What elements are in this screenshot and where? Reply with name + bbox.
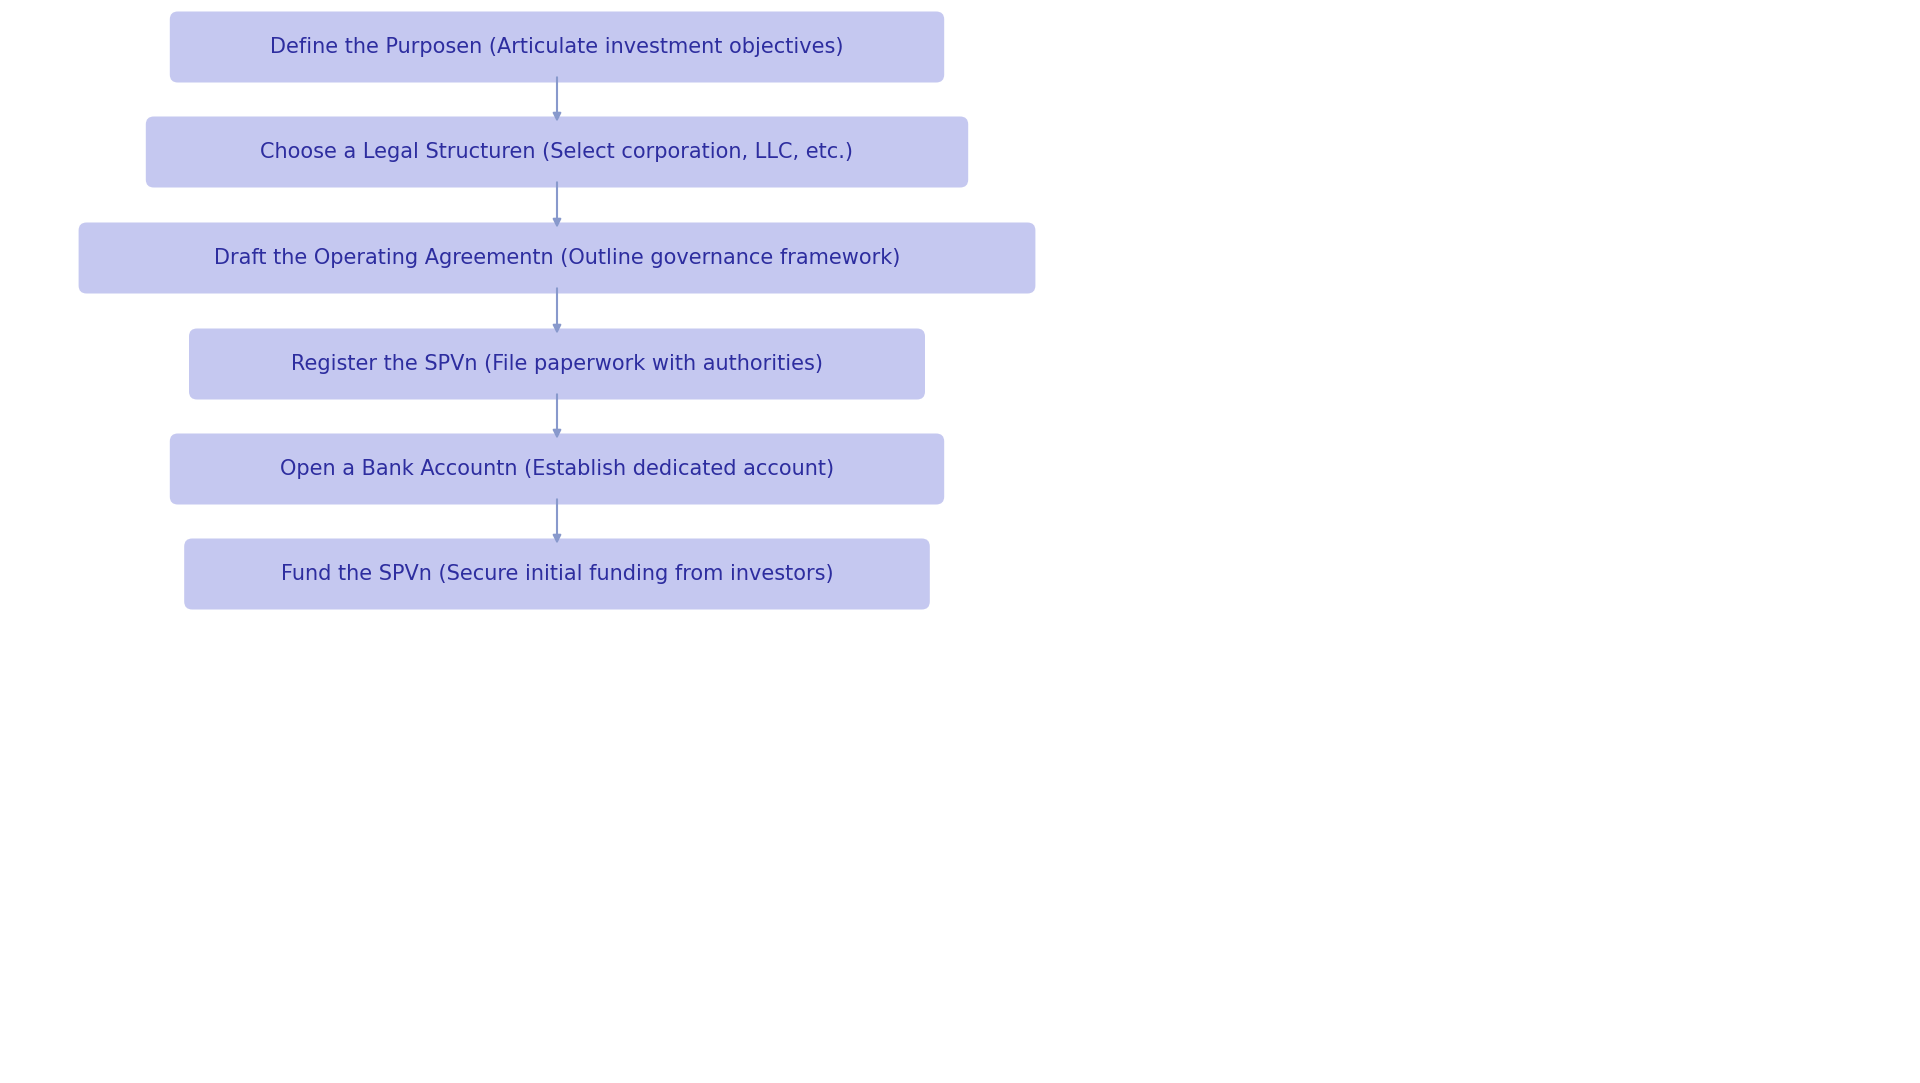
- Text: Open a Bank Accountn (Establish dedicated account): Open a Bank Accountn (Establish dedicate…: [280, 459, 833, 479]
- FancyBboxPatch shape: [79, 222, 1035, 293]
- Text: Register the SPVn (File paperwork with authorities): Register the SPVn (File paperwork with a…: [292, 354, 824, 374]
- FancyBboxPatch shape: [169, 12, 945, 82]
- Text: Define the Purposen (Articulate investment objectives): Define the Purposen (Articulate investme…: [271, 37, 843, 57]
- Text: Draft the Operating Agreementn (Outline governance framework): Draft the Operating Agreementn (Outline …: [213, 248, 900, 268]
- FancyBboxPatch shape: [146, 117, 968, 187]
- Text: Fund the SPVn (Secure initial funding from investors): Fund the SPVn (Secure initial funding fr…: [280, 564, 833, 584]
- FancyBboxPatch shape: [169, 433, 945, 505]
- FancyBboxPatch shape: [184, 538, 929, 610]
- FancyBboxPatch shape: [188, 328, 925, 400]
- Text: Choose a Legal Structuren (Select corporation, LLC, etc.): Choose a Legal Structuren (Select corpor…: [261, 142, 854, 162]
